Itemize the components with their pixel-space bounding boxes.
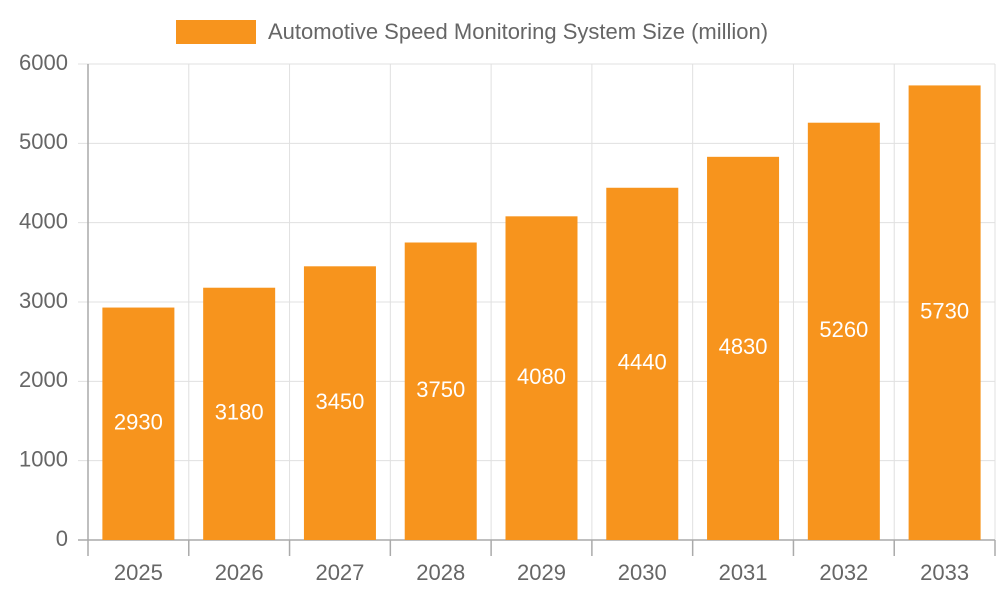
data-label: 5730 (920, 299, 969, 324)
data-label: 3450 (315, 389, 364, 414)
legend-label: Automotive Speed Monitoring System Size … (268, 19, 768, 44)
legend-swatch (176, 20, 256, 44)
data-label: 2930 (114, 410, 163, 435)
bar (707, 156, 780, 540)
bar (908, 85, 981, 541)
x-tick-label: 2032 (819, 560, 868, 585)
bar (404, 242, 477, 540)
x-tick-label: 2025 (114, 560, 163, 585)
y-tick-label: 5000 (19, 129, 68, 154)
x-tick-label: 2026 (215, 560, 264, 585)
bar (807, 122, 880, 540)
x-tick-label: 2031 (719, 560, 768, 585)
y-tick-label: 2000 (19, 367, 68, 392)
data-label: 3180 (215, 400, 264, 425)
data-label: 3750 (416, 377, 465, 402)
y-tick-label: 0 (56, 526, 68, 551)
x-tick-label: 2030 (618, 560, 667, 585)
x-tick-label: 2033 (920, 560, 969, 585)
y-tick-label: 1000 (19, 446, 68, 471)
x-tick-label: 2029 (517, 560, 566, 585)
data-label: 4080 (517, 364, 566, 389)
bar (303, 266, 376, 540)
y-tick-label: 3000 (19, 288, 68, 313)
y-tick-label: 4000 (19, 208, 68, 233)
x-tick-label: 2028 (416, 560, 465, 585)
bar (505, 216, 578, 540)
y-tick-label: 6000 (19, 50, 68, 75)
bar (102, 307, 175, 540)
bar (203, 287, 276, 540)
data-label: 5260 (819, 317, 868, 342)
data-label: 4440 (618, 350, 667, 375)
bar (606, 187, 679, 540)
data-label: 4830 (719, 334, 768, 359)
x-tick-label: 2027 (315, 560, 364, 585)
